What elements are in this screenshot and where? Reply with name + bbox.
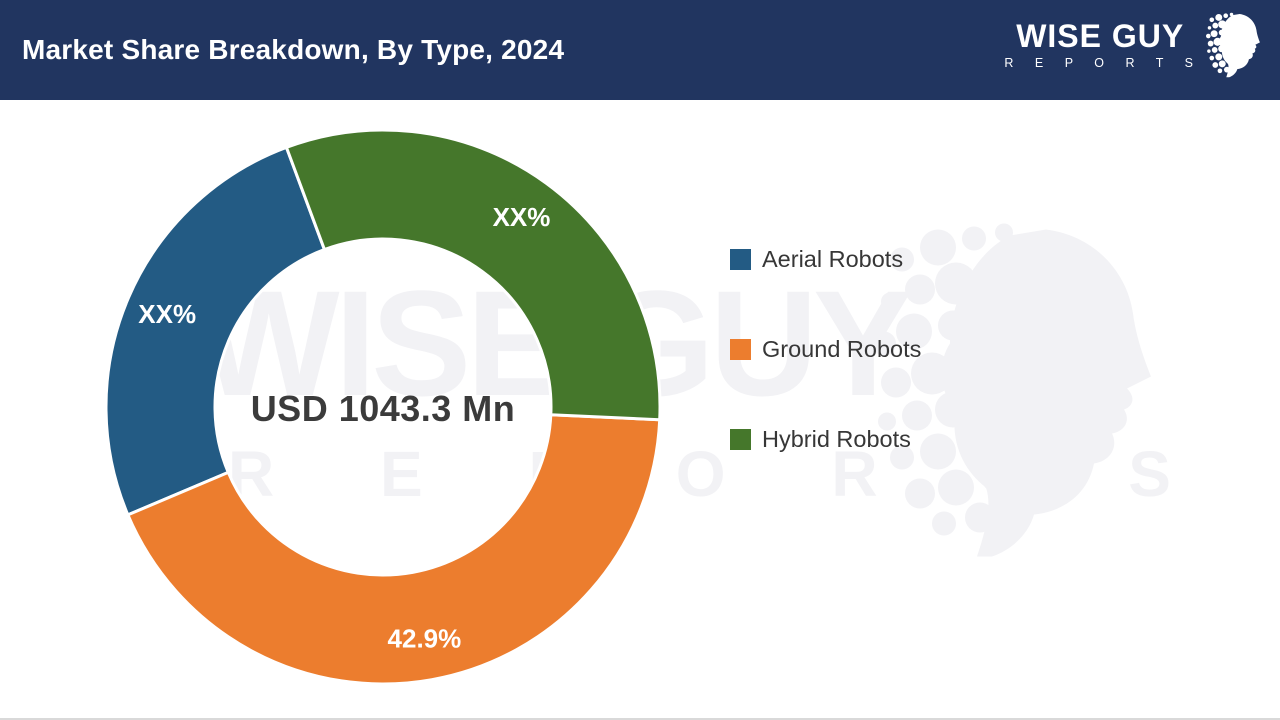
legend-item-ground-robots: Ground Robots: [730, 335, 922, 362]
legend-label-ground-robots: Ground Robots: [762, 335, 922, 362]
slice-label-aerial-robots: XX%: [138, 299, 196, 329]
brand-name: WISE GUY: [1016, 18, 1185, 54]
page-title: Market Share Breakdown, By Type, 2024: [22, 34, 565, 65]
pie-slice-aerial-robots: [104, 145, 326, 517]
pie-slice-hybrid-robots: [284, 128, 662, 422]
legend-swatch-ground-robots: [730, 338, 751, 360]
slice-label-hybrid-robots: XX%: [493, 202, 551, 232]
header-bar: Market Share Breakdown, By Type, 2024 WI…: [0, 0, 1280, 100]
brand-logo-text: WISE GUY R E P O R T S: [998, 20, 1202, 70]
legend-label-hybrid-robots: Hybrid Robots: [762, 425, 911, 452]
legend-item-hybrid-robots: Hybrid Robots: [730, 425, 921, 452]
brand-face-icon: [1206, 12, 1260, 78]
donut-center-value: USD 1043.3 Mn: [250, 388, 516, 429]
legend-item-aerial-robots: Aerial Robots: [730, 245, 921, 272]
chart-legend: Aerial Robots Ground Robots Hybrid Robot…: [730, 245, 922, 517]
brand-logo: WISE GUY R E P O R T S: [998, 10, 1264, 80]
brand-subname: R E P O R T S: [1004, 56, 1202, 70]
legend-label-aerial-robots: Aerial Robots: [762, 245, 904, 272]
donut-chart: XX% 42.9% XX%: [104, 128, 662, 686]
chart-area: WISE GUY R E P O R T S XX% 42.9% XX% USD 1…: [0, 100, 1280, 720]
legend-swatch-aerial-robots: [730, 248, 751, 270]
pie-slice-ground-robots: [126, 413, 662, 686]
legend-swatch-hybrid-robots: [730, 428, 751, 450]
slice-label-ground-robots: 42.9%: [388, 623, 462, 653]
